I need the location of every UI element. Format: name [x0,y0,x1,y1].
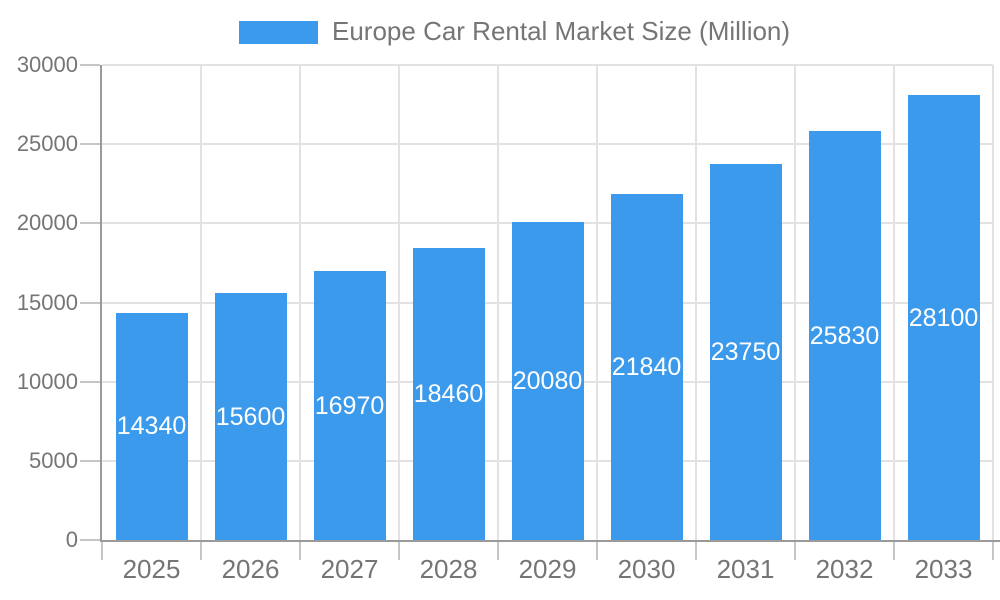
legend-label: Europe Car Rental Market Size (Million) [332,16,791,46]
y-axis-tick-label: 5000 [29,448,78,473]
gridline-vertical [695,65,697,540]
bar[interactable] [809,131,881,540]
x-axis-tick-label: 2031 [716,554,775,584]
x-axis-tick-label: 2027 [320,554,379,584]
y-axis-tick-label: 25000 [16,131,78,156]
x-axis-tick [299,542,301,560]
bar[interactable] [116,313,188,540]
x-axis-tick [794,542,796,560]
gridline-vertical [596,65,598,540]
x-axis-tick [497,542,499,560]
x-axis-tick [101,542,103,560]
gridline-vertical [299,65,301,540]
y-axis-tick-label: 30000 [16,52,78,77]
y-axis-tick-label: 0 [65,527,78,552]
y-axis-tick [80,143,100,145]
x-axis-tick [398,542,400,560]
y-axis-tick [80,539,100,541]
y-axis-tick [80,381,100,383]
x-axis-tick-label: 2033 [914,554,973,584]
y-axis-tick-label: 20000 [16,210,78,235]
x-axis-tick-label: 2032 [815,554,874,584]
bar[interactable] [512,222,584,540]
x-axis-tick [893,542,895,560]
bar[interactable] [413,248,485,540]
gridline-vertical [200,65,202,540]
gridline-horizontal [102,143,993,145]
x-axis-tick [695,542,697,560]
y-axis-tick-label: 15000 [16,290,78,315]
gridline-vertical [794,65,796,540]
x-axis-tick-label: 2029 [518,554,577,584]
x-axis-tick-label: 2028 [419,554,478,584]
legend-swatch [239,21,318,44]
y-axis-tick [80,302,100,304]
x-axis-tick-label: 2026 [221,554,280,584]
y-axis-tick [80,64,100,66]
gridline-horizontal [102,64,993,66]
bar[interactable] [611,194,683,540]
bar[interactable] [908,95,980,540]
bar[interactable] [215,293,287,540]
gridline-vertical [398,65,400,540]
gridline-vertical [893,65,895,540]
x-axis-tick-label: 2025 [122,554,181,584]
x-axis-tick [200,542,202,560]
y-axis-tick [80,460,100,462]
legend-item[interactable]: Europe Car Rental Market Size (Million) [239,16,790,46]
y-axis-tick-label: 10000 [16,369,78,394]
x-axis-tick [992,542,994,560]
x-axis-tick-label: 2030 [617,554,676,584]
x-axis-tick [596,542,598,560]
gridline-vertical [992,65,994,540]
x-axis-line [100,540,1000,542]
y-axis-tick [80,222,100,224]
gridline-vertical [497,65,499,540]
bar[interactable] [710,164,782,540]
bar[interactable] [314,271,386,540]
y-axis-line [100,65,102,542]
